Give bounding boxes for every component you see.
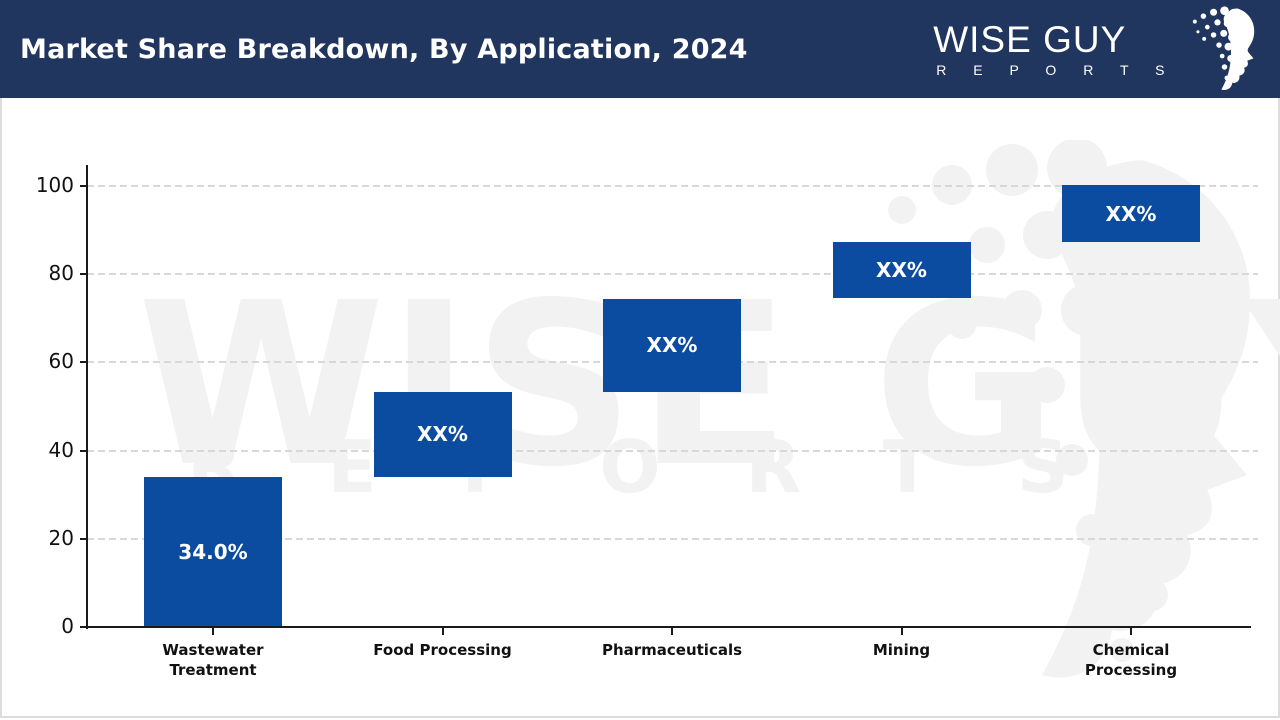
chart-region: WISE GUY REPORTS 02040608010034.0%Wastew… [0, 98, 1280, 718]
bar: XX% [832, 242, 971, 298]
y-tick-label: 60 [48, 349, 74, 374]
category-label: Food Processing [373, 641, 512, 659]
y-tick-label: 100 [35, 173, 74, 197]
gridline [87, 537, 1258, 540]
category-label: Mining [872, 641, 931, 659]
bar-value-label: 34.0% [178, 540, 248, 565]
y-tick [80, 626, 87, 628]
y-tick-label: 80 [48, 261, 74, 286]
bar-value-label: XX% [876, 258, 927, 283]
dotted-head-icon [1192, 6, 1255, 91]
category-label: Chemical Processing [1084, 641, 1178, 680]
x-tick [900, 628, 903, 635]
bar: XX% [1062, 185, 1200, 243]
bar: 34.0% [144, 477, 282, 627]
bar: XX% [603, 298, 741, 392]
gridline [87, 185, 1258, 187]
y-tick-label: 0 [61, 614, 74, 638]
header-bar: Market Share Breakdown, By Application, … [0, 0, 1280, 98]
y-tick [80, 273, 87, 276]
y-tick-label: 20 [48, 525, 74, 550]
watermark-subtext: REPORTS [187, 425, 1154, 509]
chart-title: Market Share Breakdown, By Application, … [20, 33, 748, 65]
x-tick [441, 628, 444, 635]
y-tick [80, 449, 87, 452]
x-tick [212, 628, 214, 635]
bar-value-label: XX% [1105, 201, 1157, 226]
x-tick [1130, 628, 1132, 635]
bar: XX% [373, 391, 512, 478]
brand-name: WISE GUY [933, 18, 1127, 60]
gridline [87, 273, 1258, 276]
brand-logo: WISE GUY R E P O R T S [933, 6, 1264, 92]
bar-value-label: XX% [417, 422, 468, 447]
y-tick [80, 361, 87, 364]
y-axis-line [86, 165, 88, 629]
y-tick-label: 40 [48, 437, 74, 462]
bar-value-label: XX% [646, 333, 698, 358]
brand-logo-text: WISE GUY R E P O R T S [933, 21, 1176, 78]
brand-tagline: R E P O R T S [936, 61, 1176, 78]
x-axis-line [86, 626, 1251, 628]
category-label: Pharmaceuticals [601, 641, 743, 659]
y-tick [80, 185, 87, 187]
x-tick [671, 628, 673, 635]
y-tick [80, 537, 87, 540]
gridline [87, 449, 1258, 452]
category-label: Wastewater Treatment [162, 641, 264, 680]
